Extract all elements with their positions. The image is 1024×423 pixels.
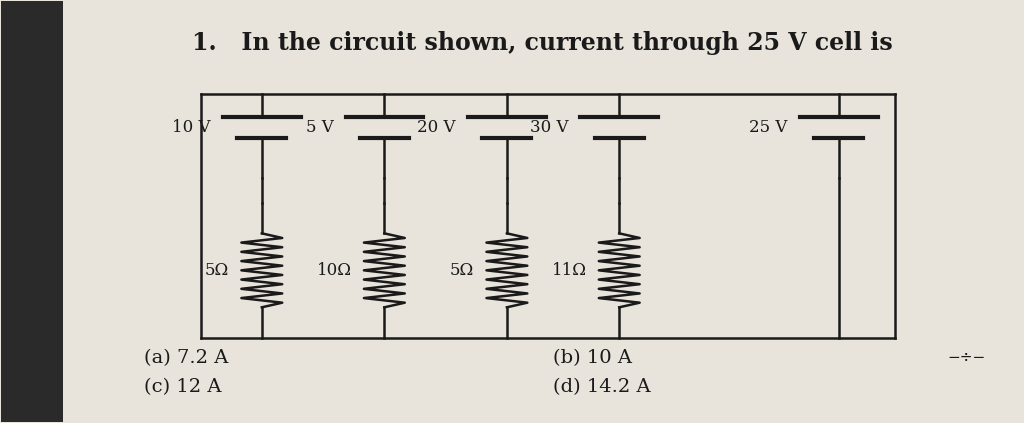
- Text: 25 V: 25 V: [750, 119, 787, 136]
- Text: 10 V: 10 V: [172, 119, 211, 136]
- Text: 1.   In the circuit shown, current through 25 V cell is: 1. In the circuit shown, current through…: [193, 31, 893, 55]
- Text: 5 V: 5 V: [305, 119, 333, 136]
- Text: 5Ω: 5Ω: [450, 262, 474, 279]
- Text: (d) 14.2 A: (d) 14.2 A: [553, 379, 650, 396]
- Text: 20 V: 20 V: [418, 119, 456, 136]
- Text: −÷−: −÷−: [947, 349, 985, 364]
- Text: 5Ω: 5Ω: [205, 262, 229, 279]
- Text: 10Ω: 10Ω: [316, 262, 351, 279]
- Text: (c) 12 A: (c) 12 A: [144, 379, 222, 396]
- Text: 30 V: 30 V: [529, 119, 568, 136]
- Text: (b) 10 A: (b) 10 A: [553, 349, 632, 367]
- Text: (a) 7.2 A: (a) 7.2 A: [144, 349, 228, 367]
- Text: 11Ω: 11Ω: [552, 262, 587, 279]
- Bar: [1, 1, 62, 422]
